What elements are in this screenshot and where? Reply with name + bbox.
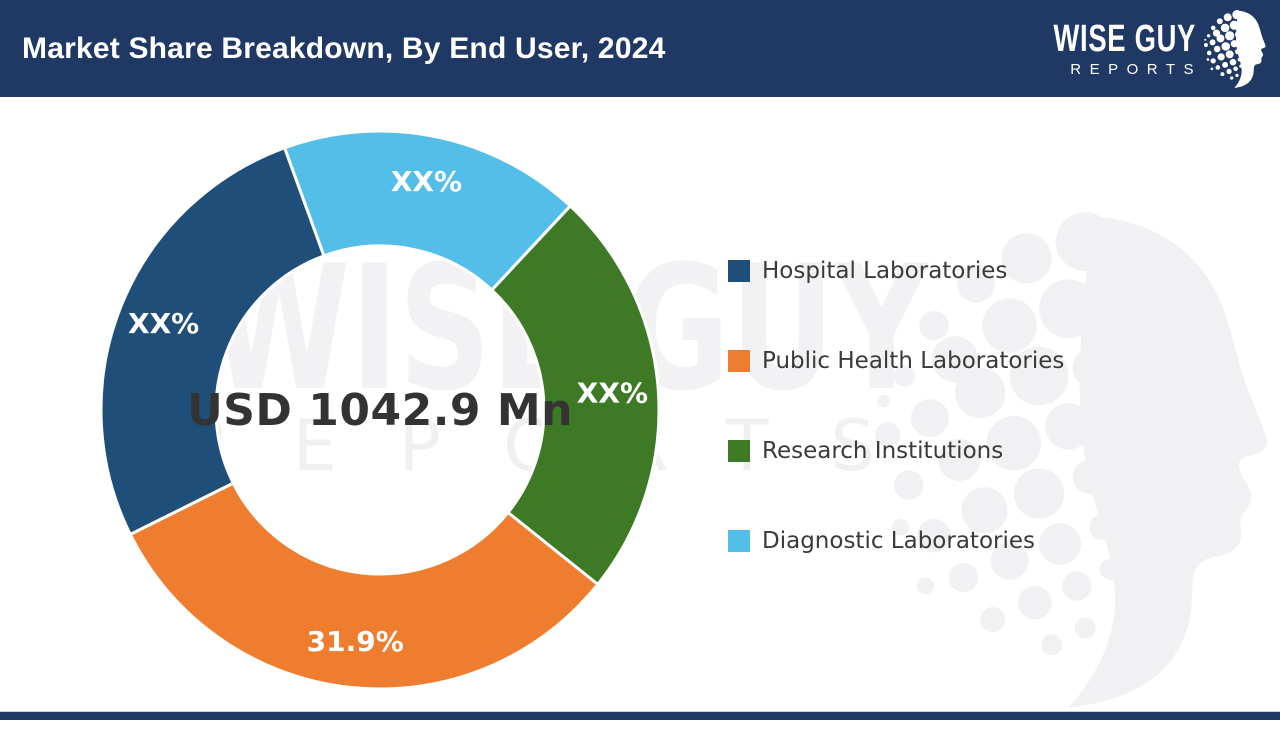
legend-label: Research Institutions bbox=[762, 438, 1004, 464]
wiseguy-logo: WISE GUY REPORTS bbox=[998, 4, 1266, 94]
donut-chart: XX% XX% 31.9% XX% bbox=[99, 129, 661, 691]
wiseguy-head-icon bbox=[1203, 10, 1266, 88]
legend-swatch-diagnostic-laboratories bbox=[728, 530, 750, 552]
slice-label-research-institutions: XX% bbox=[577, 377, 648, 410]
legend-label: Public Health Laboratories bbox=[762, 348, 1065, 374]
slice-label-public-health-laboratories: 31.9% bbox=[307, 625, 404, 658]
chart-legend: Hospital Laboratories Public Health Labor… bbox=[728, 258, 1064, 554]
legend-item-research-institutions[interactable]: Research Institutions bbox=[728, 438, 1064, 464]
logo-sub-text: REPORTS bbox=[1070, 60, 1202, 78]
wiseguy-logo-text: WISE GUY REPORTS bbox=[998, 18, 1196, 78]
donut-slice-public-health-laboratories[interactable] bbox=[128, 481, 600, 691]
legend-item-hospital-laboratories[interactable]: Hospital Laboratories bbox=[728, 258, 1064, 284]
donut-center-value: USD 1042.9 Mn bbox=[187, 385, 573, 436]
header-bar: Market Share Breakdown, By End User, 202… bbox=[0, 0, 1280, 97]
donut-slice-diagnostic-laboratories[interactable] bbox=[283, 129, 572, 292]
legend-swatch-hospital-laboratories bbox=[728, 260, 750, 282]
legend-item-public-health-laboratories[interactable]: Public Health Laboratories bbox=[728, 348, 1064, 374]
donut-slice-research-institutions[interactable] bbox=[490, 204, 661, 586]
page-title: Market Share Breakdown, By End User, 202… bbox=[22, 31, 666, 65]
donut-slice-hospital-laboratories[interactable] bbox=[99, 146, 326, 536]
footer-bar bbox=[0, 711, 1280, 720]
legend-swatch-research-institutions bbox=[728, 440, 750, 462]
slice-label-diagnostic-laboratories: XX% bbox=[391, 165, 462, 198]
legend-label: Diagnostic Laboratories bbox=[762, 528, 1035, 554]
watermark-sub-text: REPORTS bbox=[182, 411, 937, 481]
logo-brand-text: WISE GUY bbox=[1053, 18, 1196, 61]
legend-label: Hospital Laboratories bbox=[762, 258, 1008, 284]
legend-swatch-public-health-laboratories bbox=[728, 350, 750, 372]
legend-item-diagnostic-laboratories[interactable]: Diagnostic Laboratories bbox=[728, 528, 1064, 554]
slice-label-hospital-laboratories: XX% bbox=[128, 307, 199, 340]
